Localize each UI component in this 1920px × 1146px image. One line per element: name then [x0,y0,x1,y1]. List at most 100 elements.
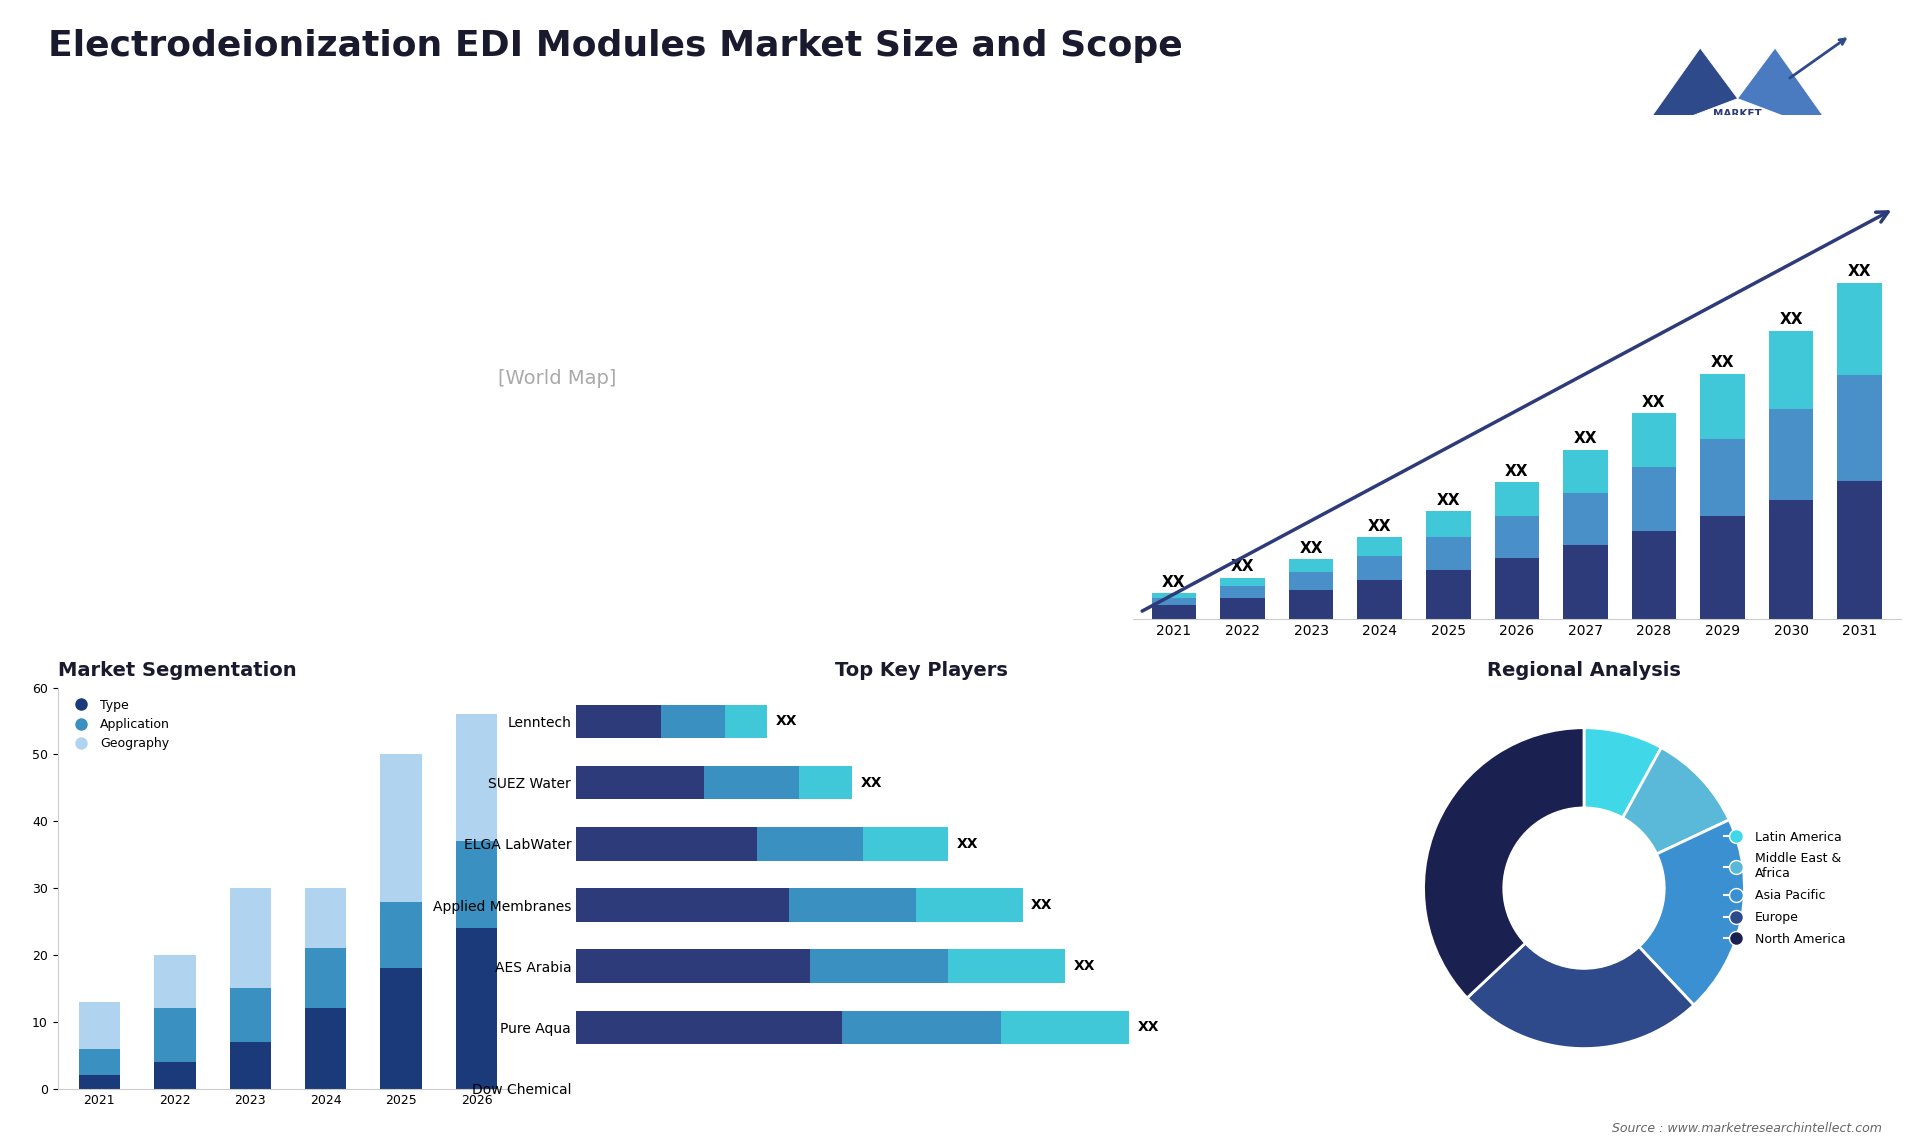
Bar [1632,414,1676,468]
Bar [380,902,422,968]
Polygon shape [1638,48,1738,136]
Polygon shape [1738,48,1837,136]
Bar [576,888,789,921]
Bar [1768,409,1812,500]
Text: Source : www.marketresearchintellect.com: Source : www.marketresearchintellect.com [1611,1122,1882,1135]
Bar [305,888,346,949]
Bar [1427,537,1471,570]
Bar [79,1002,121,1049]
Text: XX: XX [776,714,797,729]
Bar [1288,590,1332,619]
Bar [1494,482,1540,516]
Bar [1152,594,1196,598]
Bar [455,928,497,1089]
Bar [1357,556,1402,580]
Text: XX: XX [1711,355,1734,370]
Bar [799,766,852,800]
Text: XX: XX [1073,959,1094,973]
Text: INTELLECT: INTELLECT [1707,144,1768,154]
Bar [305,949,346,1008]
Bar [1152,605,1196,619]
Bar [1494,558,1540,619]
Bar [230,888,271,988]
Text: XX: XX [1847,265,1872,280]
Bar [1357,580,1402,619]
Bar [1288,559,1332,572]
Bar [660,705,726,738]
Bar [230,988,271,1042]
Bar [1221,578,1265,586]
Bar [1563,449,1607,493]
Text: XX: XX [1780,312,1803,327]
Wedge shape [1423,728,1584,998]
Text: XX: XX [860,776,883,790]
Text: XX: XX [1436,493,1459,508]
Text: XX: XX [1137,1020,1160,1035]
Title: Top Key Players: Top Key Players [835,661,1008,681]
Bar [841,1011,1002,1044]
Bar [864,827,948,861]
Bar [1837,481,1882,619]
Bar [1837,375,1882,481]
Text: XX: XX [1231,559,1254,574]
Bar [380,968,422,1089]
Bar [1701,374,1745,439]
Bar [1221,598,1265,619]
Bar [1701,439,1745,516]
Text: XX: XX [1505,464,1528,479]
Text: XX: XX [956,837,977,850]
Bar [154,1062,196,1089]
Bar [1632,468,1676,532]
Bar [576,1011,841,1044]
Circle shape [1503,808,1665,968]
Text: RESEARCH: RESEARCH [1707,126,1768,136]
Bar [789,888,916,921]
Bar [1221,586,1265,598]
Bar [79,1049,121,1075]
Legend: Type, Application, Geography: Type, Application, Geography [63,693,175,755]
Bar [455,841,497,928]
Text: XX: XX [1300,541,1323,556]
Bar [810,949,948,983]
Bar [79,1075,121,1089]
Text: MARKET: MARKET [1713,109,1763,119]
Bar [154,1008,196,1062]
Bar [948,949,1066,983]
Bar [576,766,703,800]
Bar [576,827,756,861]
Bar [1002,1011,1129,1044]
Bar [1152,598,1196,605]
Legend: Latin America, Middle East &
Africa, Asia Pacific, Europe, North America: Latin America, Middle East & Africa, Asi… [1718,825,1851,951]
Bar [1563,493,1607,545]
Bar [1288,572,1332,590]
Bar [726,705,768,738]
Bar [576,705,660,738]
Text: XX: XX [1574,431,1597,446]
Wedge shape [1640,819,1745,1005]
Bar [1427,570,1471,619]
Bar [305,1008,346,1089]
Bar [380,754,422,902]
Bar [1632,532,1676,619]
Text: XX: XX [1031,898,1052,912]
Text: [World Map]: [World Map] [497,369,616,387]
Text: XX: XX [1367,519,1392,534]
Bar [576,949,810,983]
Bar [1427,511,1471,537]
Bar [154,955,196,1008]
Title: Regional Analysis: Regional Analysis [1488,661,1680,681]
Bar [1701,516,1745,619]
Wedge shape [1467,943,1693,1049]
Wedge shape [1584,728,1661,818]
Bar [230,1042,271,1089]
Bar [1768,500,1812,619]
Bar [703,766,799,800]
Bar [756,827,864,861]
Bar [916,888,1023,921]
Text: XX: XX [1642,395,1667,410]
Bar [1563,545,1607,619]
Bar [1494,516,1540,558]
Text: Electrodeionization EDI Modules Market Size and Scope: Electrodeionization EDI Modules Market S… [48,29,1183,63]
Text: XX: XX [1162,574,1187,590]
Bar [1837,283,1882,375]
